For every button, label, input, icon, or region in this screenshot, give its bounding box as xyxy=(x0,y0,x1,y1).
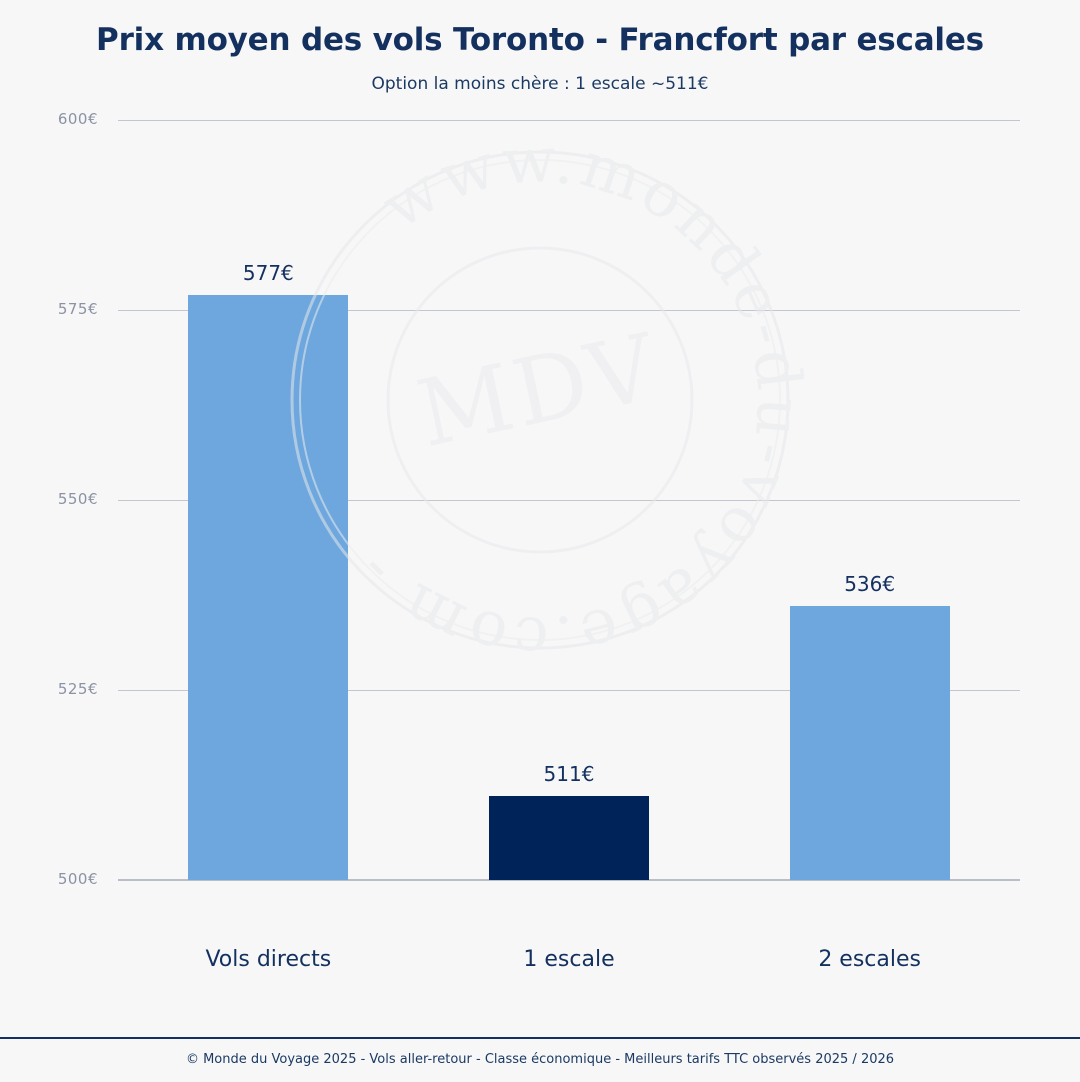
gridline xyxy=(118,690,1020,691)
y-tick-label: 600€ xyxy=(57,110,98,128)
footer-text: © Monde du Voyage 2025 - Vols aller-reto… xyxy=(185,1052,895,1067)
x-category-label: 2 escales xyxy=(818,947,921,972)
bar-value-label: 536€ xyxy=(844,572,896,597)
chart-subtitle: Option la moins chère : 1 escale ~511€ xyxy=(371,74,709,94)
bar-value-label: 577€ xyxy=(242,260,294,285)
y-tick-label: 575€ xyxy=(57,300,98,318)
gridline xyxy=(118,120,1020,121)
plot-area: 500€ 525€ 550€ 575€ 600€ 577€ 511€ 536€ xyxy=(58,110,1020,888)
bar-1[interactable] xyxy=(188,294,349,880)
bar-value-label: 511€ xyxy=(543,762,595,787)
y-tick-label: 500€ xyxy=(57,870,98,888)
y-tick-label: 525€ xyxy=(57,680,98,698)
gridline xyxy=(118,879,1020,881)
x-category-label: Vols directs xyxy=(205,947,332,972)
page-title: Prix moyen des vols Toronto - Francfort … xyxy=(96,22,984,58)
bar-3[interactable] xyxy=(789,606,950,880)
x-category-label: 1 escale xyxy=(523,947,615,972)
y-tick-label: 550€ xyxy=(57,490,98,508)
footer: © Monde du Voyage 2025 - Vols aller-reto… xyxy=(0,1037,1080,1082)
bar-2[interactable] xyxy=(489,796,649,880)
